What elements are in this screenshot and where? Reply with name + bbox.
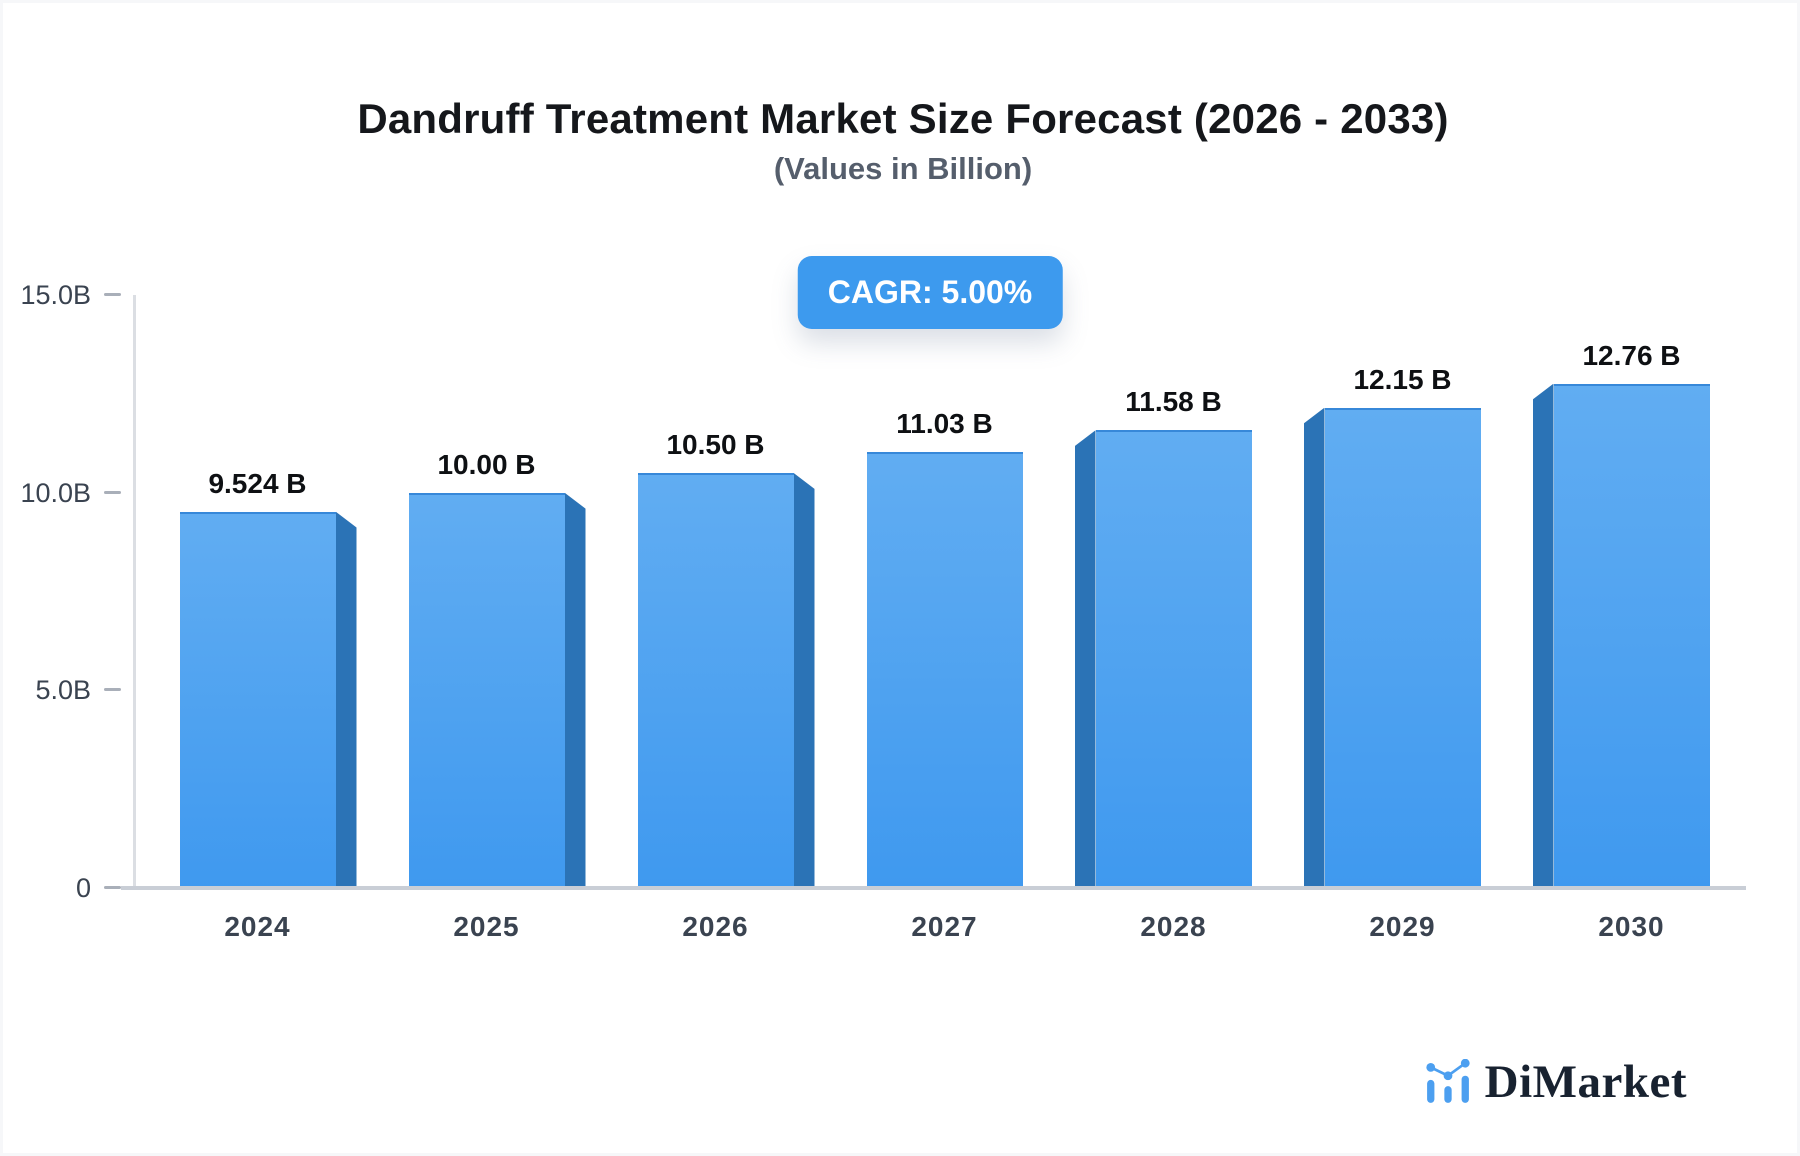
x-tick-label: 2027: [911, 911, 978, 942]
x-tick-label: 2030: [1598, 911, 1665, 942]
bar-2030: [1553, 383, 1710, 888]
bar-side-face: [1074, 430, 1096, 888]
bar-2025: [408, 492, 565, 888]
y-tick-mark: [104, 293, 121, 296]
bar-value-label: 11.58 B: [1125, 386, 1222, 418]
bar-value-label: 9.524 B: [208, 467, 307, 499]
page-title: Dandruff Treatment Market Size Forecast …: [357, 95, 1449, 142]
x-labels-layer: 2024 2025 2026 2027 2028 2029 2030: [143, 911, 1746, 943]
bar-slot: 10.00 B: [372, 295, 601, 888]
bar-value-label: 11.03 B: [896, 407, 993, 439]
y-tick-mark: [104, 886, 121, 889]
x-tick-label: 2024: [224, 911, 291, 942]
bar-line-chart-icon: [1425, 1059, 1470, 1103]
bar-slot: 11.58 B: [1059, 295, 1288, 888]
bar-value-label: 12.15 B: [1353, 363, 1452, 395]
bar-2027: [866, 451, 1023, 888]
bar-value-label: 12.76 B: [1582, 339, 1681, 371]
bar-value-label: 10.50 B: [666, 428, 765, 460]
brand-logo: DiMarket: [1425, 1055, 1687, 1109]
bar-slot: 12.76 B: [1517, 295, 1746, 888]
y-axis-line: [133, 295, 136, 888]
brand-logo-text: DiMarket: [1484, 1056, 1687, 1108]
bar-side-face: [1532, 383, 1554, 888]
y-tick-mark: [104, 490, 121, 494]
y-tick-label: 10.0B: [20, 477, 91, 508]
x-tick-label: 2029: [1369, 911, 1436, 942]
y-tick-mark: [104, 688, 121, 692]
bar-value-label: 10.00 B: [437, 448, 536, 480]
bar-2026: [637, 472, 794, 888]
bar-slot: 12.15 B: [1288, 295, 1517, 888]
bar-slot: 11.03 B: [830, 295, 1059, 888]
plot-area: 0 5.0B 10.0B 15.0B 9.524 B 10.00 B 10.50 B 11.…: [3, 3, 1797, 1153]
y-tick-label: 15.0B: [20, 280, 91, 310]
bar-side-face: [564, 492, 586, 888]
bar-2028: [1095, 430, 1252, 888]
bar-slot: 9.524 B: [143, 295, 372, 888]
bar-2024: [179, 511, 336, 888]
x-tick-label: 2028: [1140, 911, 1207, 942]
bar-side-face: [1303, 407, 1325, 888]
bar-slot: 10.50 B: [601, 295, 830, 888]
y-tick-label: 5.0B: [35, 675, 91, 706]
bar-side-face: [335, 511, 357, 888]
bar-side-face: [793, 472, 815, 888]
y-tick-label: 0: [75, 873, 91, 903]
cagr-badge: CAGR: 5.00%: [797, 256, 1063, 329]
bar-2029: [1324, 407, 1481, 888]
bars-layer: 9.524 B 10.00 B 10.50 B 11.03 B 11.58 B 12.15…: [143, 295, 1746, 888]
x-tick-label: 2026: [682, 911, 749, 942]
x-axis-baseline: [121, 886, 1746, 890]
page-subtitle: (Values in Billion): [773, 151, 1033, 186]
x-tick-label: 2025: [453, 911, 520, 942]
